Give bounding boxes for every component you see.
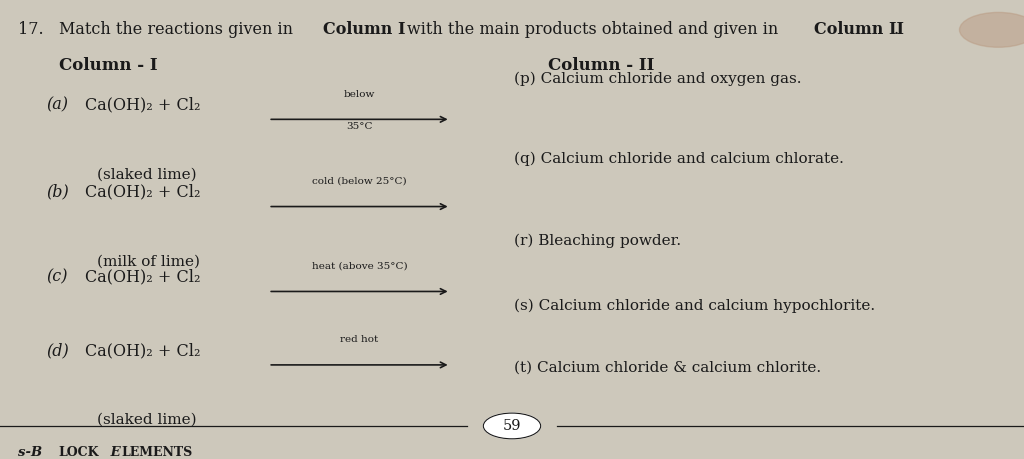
- Text: (c): (c): [46, 269, 68, 285]
- Text: LOCK: LOCK: [58, 446, 99, 459]
- Text: s-B: s-B: [18, 446, 43, 459]
- Text: (t) Calcium chloride & calcium chlorite.: (t) Calcium chloride & calcium chlorite.: [514, 360, 821, 375]
- Text: Match the reactions given in: Match the reactions given in: [59, 21, 294, 38]
- Text: (slaked lime): (slaked lime): [97, 413, 197, 427]
- Text: Ca(OH)₂ + Cl₂: Ca(OH)₂ + Cl₂: [85, 96, 201, 113]
- Text: (p) Calcium chloride and oxygen gas.: (p) Calcium chloride and oxygen gas.: [514, 71, 802, 85]
- Text: Column - II: Column - II: [548, 57, 654, 74]
- Text: 17.: 17.: [18, 21, 44, 38]
- Text: Ca(OH)₂ + Cl₂: Ca(OH)₂ + Cl₂: [85, 184, 201, 201]
- Text: (q) Calcium chloride and calcium chlorate.: (q) Calcium chloride and calcium chlorat…: [514, 151, 844, 166]
- Text: red hot: red hot: [340, 335, 379, 344]
- Text: heat (above 35°C): heat (above 35°C): [311, 262, 408, 271]
- Text: .: .: [894, 21, 899, 38]
- Circle shape: [483, 413, 541, 439]
- Text: below: below: [344, 90, 375, 99]
- Text: Column II: Column II: [814, 21, 904, 38]
- Text: (d): (d): [46, 342, 69, 359]
- Text: with the main products obtained and given in: with the main products obtained and give…: [407, 21, 778, 38]
- Text: 35°C: 35°C: [346, 122, 373, 131]
- Text: 59: 59: [503, 419, 521, 433]
- Text: Column - I: Column - I: [59, 57, 158, 74]
- Text: Ca(OH)₂ + Cl₂: Ca(OH)₂ + Cl₂: [85, 342, 201, 359]
- Text: (slaked lime): (slaked lime): [97, 168, 197, 182]
- Circle shape: [959, 12, 1024, 47]
- Text: E: E: [106, 446, 121, 459]
- Text: Ca(OH)₂ + Cl₂: Ca(OH)₂ + Cl₂: [85, 269, 201, 285]
- Text: (a): (a): [46, 96, 68, 113]
- Text: Column I: Column I: [323, 21, 406, 38]
- Text: (r) Bleaching powder.: (r) Bleaching powder.: [514, 234, 681, 248]
- Text: cold (below 25°C): cold (below 25°C): [312, 177, 407, 186]
- Text: (b): (b): [46, 184, 69, 201]
- Text: (milk of lime): (milk of lime): [97, 255, 201, 269]
- Text: (s) Calcium chloride and calcium hypochlorite.: (s) Calcium chloride and calcium hypochl…: [514, 298, 876, 313]
- Text: LEMENTS: LEMENTS: [122, 446, 194, 459]
